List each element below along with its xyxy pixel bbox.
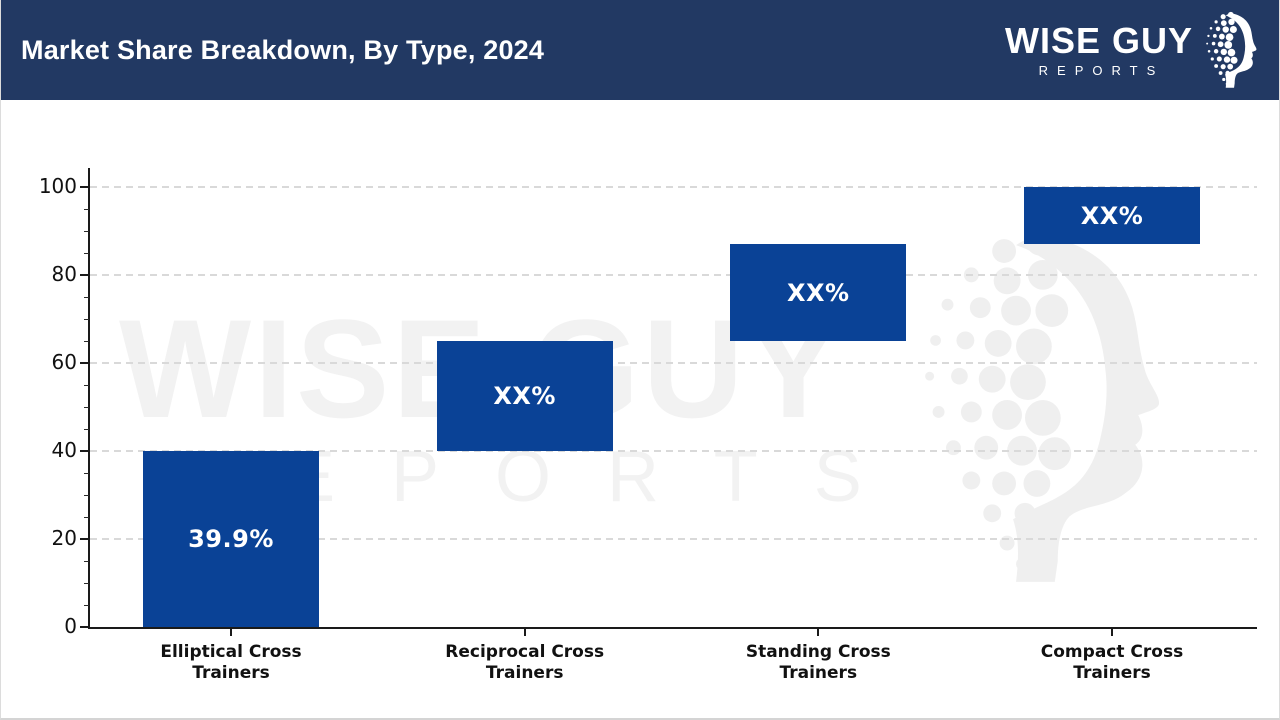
y-tick-label-80: 80 <box>51 262 77 286</box>
bar-value-label: 39.9% <box>188 525 274 554</box>
y-tick-60 <box>80 362 89 364</box>
y-minor-tick <box>84 385 89 386</box>
gridline-20 <box>90 538 1257 540</box>
y-tick-label-0: 0 <box>64 614 77 638</box>
y-minor-tick <box>84 605 89 606</box>
logo-face-icon <box>1206 11 1257 88</box>
y-minor-tick <box>84 429 89 430</box>
bar-segment-2: XX% <box>730 244 907 341</box>
y-tick-label-100: 100 <box>38 174 77 198</box>
logo-subtext: REPORTS <box>1038 62 1165 78</box>
y-tick-40 <box>80 450 89 452</box>
x-category-label: Elliptical Cross Trainers <box>160 642 302 683</box>
y-tick-100 <box>80 186 89 188</box>
logo-text: WISE GUY REPORTS <box>1004 19 1193 78</box>
y-minor-tick <box>84 473 89 474</box>
x-tick-1 <box>523 629 526 636</box>
x-tick-0 <box>230 629 232 636</box>
y-minor-tick <box>84 407 89 408</box>
x-tick-2 <box>817 629 820 636</box>
y-tick-label-20: 20 <box>51 526 77 550</box>
y-tick-label-40: 40 <box>51 438 77 462</box>
bar-segment-3: XX% <box>1024 187 1200 245</box>
gridline-80 <box>90 274 1257 276</box>
x-category-label: Reciprocal Cross Trainers <box>445 642 605 683</box>
bar-value-label: XX% <box>1080 201 1144 230</box>
bar-segment-0: 39.9% <box>143 451 319 627</box>
x-category-label: Standing Cross Trainers <box>745 642 891 683</box>
y-tick-label-60: 60 <box>51 350 77 374</box>
wise-guy-reports-logo: WISE GUY REPORTS <box>1005 6 1259 94</box>
gridline-40 <box>90 450 1257 452</box>
header-bar: Market Share Breakdown, By Type, 2024 WI… <box>1 0 1279 100</box>
y-minor-tick <box>84 583 89 584</box>
y-minor-tick <box>84 231 89 232</box>
y-minor-tick <box>84 319 89 320</box>
bar-segment-1: XX% <box>436 341 613 452</box>
bar-value-label: XX% <box>493 382 556 411</box>
gridline-100 <box>90 186 1257 188</box>
x-tick-3 <box>1111 629 1113 636</box>
y-minor-tick <box>84 495 89 496</box>
y-minor-tick <box>84 297 89 298</box>
gridline-60 <box>90 362 1257 364</box>
y-minor-tick <box>84 517 89 518</box>
y-minor-tick <box>84 561 89 562</box>
y-tick-0 <box>80 626 89 628</box>
y-minor-tick <box>84 253 89 254</box>
y-minor-tick <box>84 341 89 342</box>
bar-value-label: XX% <box>787 278 850 307</box>
logo-wordmark: WISE GUY <box>1004 19 1193 61</box>
y-minor-tick <box>84 209 89 210</box>
y-tick-20 <box>80 538 89 540</box>
x-axis-line <box>88 627 1257 629</box>
y-tick-80 <box>80 274 89 276</box>
chart-title: Market Share Breakdown, By Type, 2024 <box>21 34 545 65</box>
x-category-label: Compact Cross Trainers <box>1040 642 1184 683</box>
y-axis-line <box>88 168 90 629</box>
